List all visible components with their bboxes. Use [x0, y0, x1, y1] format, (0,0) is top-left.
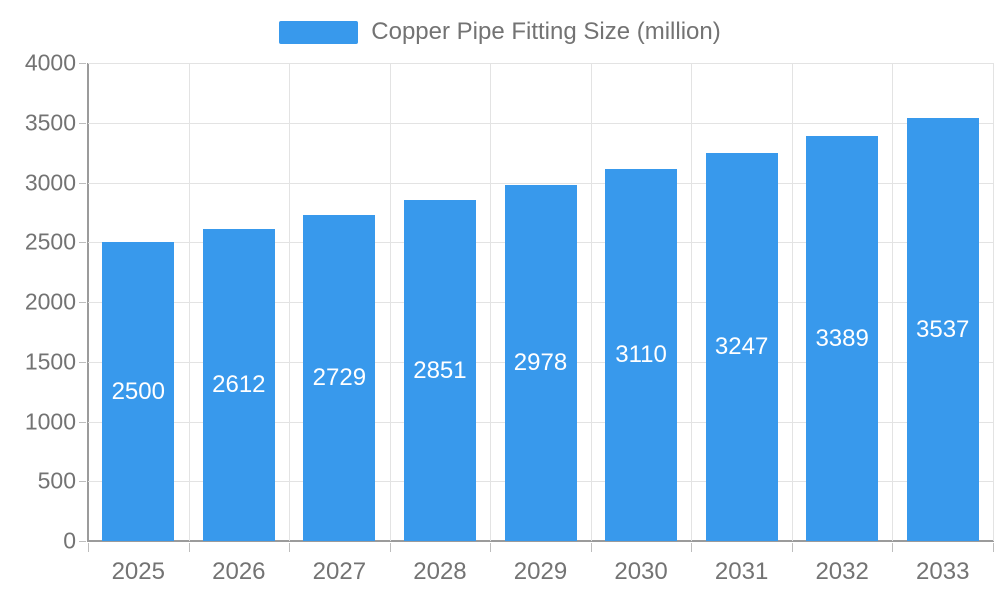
y-axis-label: 4000: [24, 49, 76, 76]
h-gridline: [88, 63, 993, 64]
x-axis-label: 2028: [413, 558, 467, 585]
x-axis-tick: [188, 543, 190, 552]
x-axis-tick: [289, 543, 291, 552]
v-gridline: [289, 63, 291, 541]
y-axis-tick: [79, 421, 86, 423]
bar-value-label: 2612: [212, 370, 266, 398]
x-axis-tick: [88, 543, 89, 552]
bar-2029[interactable]: 2978: [504, 185, 577, 541]
y-axis-tick: [79, 481, 86, 483]
x-axis-label: 2026: [212, 558, 266, 585]
x-axis-label: 2025: [111, 558, 165, 585]
bar-value-label: 2500: [111, 377, 165, 405]
bar-2027[interactable]: 2729: [303, 214, 376, 541]
v-gridline: [892, 63, 894, 541]
x-axis-tick: [590, 543, 592, 552]
y-axis-label: 1500: [24, 348, 76, 375]
y-axis-tick: [79, 541, 86, 542]
v-gridline: [389, 63, 391, 541]
x-axis-tick: [791, 543, 793, 552]
v-gridline: [590, 63, 592, 541]
y-axis-label: 2500: [24, 228, 76, 255]
bar-2028[interactable]: 2851: [403, 200, 476, 541]
x-axis-label: 2027: [312, 558, 367, 585]
h-gridline: [88, 182, 993, 184]
bar-2031[interactable]: 3247: [705, 152, 778, 541]
bar-2026[interactable]: 2612: [202, 228, 275, 541]
x-axis-tick: [389, 543, 391, 552]
v-gridline: [993, 63, 994, 541]
x-axis-label: 2033: [916, 558, 970, 585]
legend[interactable]: Copper Pipe Fitting Size (million): [0, 18, 1000, 46]
bar-value-label: 3110: [615, 341, 667, 369]
v-gridline: [691, 63, 693, 541]
y-axis-tick: [79, 242, 86, 244]
x-axis-label: 2029: [513, 558, 568, 585]
y-axis-label: 2000: [24, 288, 76, 315]
y-axis-label: 0: [63, 527, 76, 554]
plot-area: 2500 2612 2729 2851 2978 3110 3247 3389 3537: [79, 63, 994, 552]
bar-value-label: 2978: [513, 349, 568, 377]
bar-2030[interactable]: 3110: [605, 169, 678, 541]
v-gridline: [188, 63, 190, 541]
x-axis-line: [87, 540, 994, 542]
h-gridline: [88, 122, 993, 124]
y-axis-label: 1000: [24, 408, 76, 434]
x-axis-tick: [993, 543, 994, 552]
y-axis-label: 500: [37, 467, 76, 494]
bar-value-label: 3537: [916, 315, 970, 343]
legend-label: Copper Pipe Fitting Size (million): [371, 18, 721, 45]
bar-value-label: 2851: [413, 356, 467, 384]
x-axis-label: 2031: [714, 558, 769, 585]
y-axis-tick: [79, 182, 86, 184]
x-axis-tick: [892, 543, 894, 552]
x-axis-label: 2030: [614, 558, 668, 585]
bar-2025[interactable]: 2500: [102, 242, 175, 541]
x-axis-tick: [691, 543, 693, 552]
y-axis-label: 3000: [24, 169, 76, 195]
bar-value-label: 3389: [815, 324, 869, 352]
v-gridline: [791, 63, 793, 541]
y-axis-tick: [79, 302, 86, 303]
bar-2032[interactable]: 3389: [806, 136, 879, 541]
v-gridline: [490, 63, 492, 541]
y-axis-label: 3500: [24, 109, 76, 136]
x-axis-label: 2032: [815, 558, 869, 585]
y-axis-tick: [79, 63, 86, 64]
y-axis-tick: [79, 122, 86, 124]
x-axis-tick: [490, 543, 492, 552]
bar-value-label: 2729: [312, 363, 367, 391]
y-axis-tick: [79, 361, 86, 363]
bar-2033[interactable]: 3537: [906, 118, 979, 541]
legend-swatch: [279, 20, 359, 44]
bar-value-label: 3247: [714, 332, 769, 360]
